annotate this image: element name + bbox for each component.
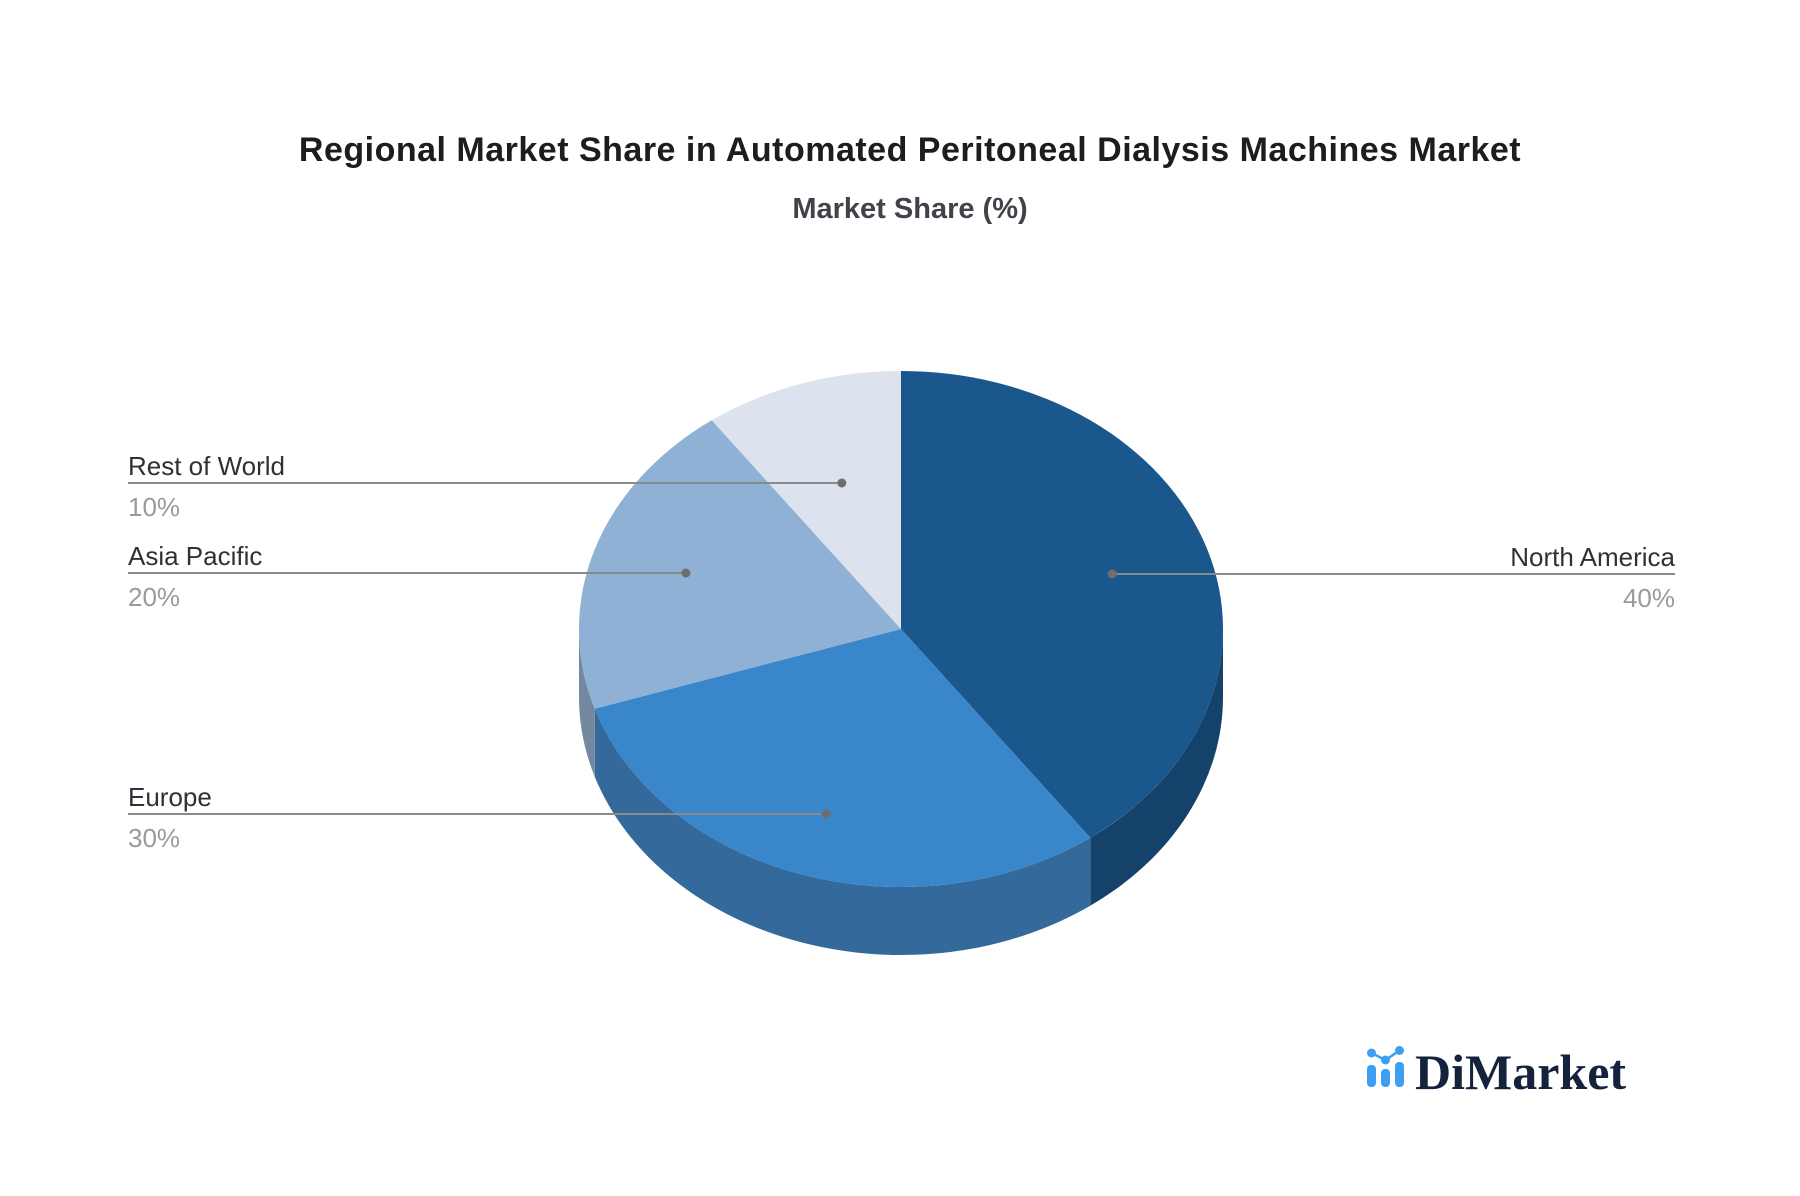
leader-dot-north-america <box>1107 569 1117 579</box>
slice-label-europe: Europe <box>128 782 212 812</box>
leader-dot-rest-of-world <box>837 478 847 488</box>
slice-label-north-america: North America <box>1510 542 1675 572</box>
pie-slice-side-north-america <box>1090 629 1223 906</box>
leader-dot-asia-pacific <box>681 568 691 578</box>
pie-slice-asia-pacific[interactable] <box>579 420 901 709</box>
slice-value-europe: 30% <box>128 823 181 853</box>
pie-slice-rest-of-world[interactable] <box>711 371 901 629</box>
chart-title: Regional Market Share in Automated Perit… <box>298 131 1522 169</box>
bar-line-chart-icon <box>1367 1046 1404 1087</box>
slice-value-north-america: 40% <box>1622 583 1675 613</box>
logo-text: DiMarket <box>1415 1044 1627 1100</box>
slice-value-asia-pacific: 20% <box>128 582 181 612</box>
slice-value-rest-of-world: 10% <box>128 492 181 522</box>
chart-subtitle: Market Share (%) <box>792 193 1028 225</box>
leader-dot-europe <box>821 809 831 819</box>
slice-label-rest-of-world: Rest of World <box>128 451 286 481</box>
pie-slice-side-europe <box>594 708 1091 955</box>
pie-slice-side-asia-pacific <box>579 629 595 777</box>
slice-label-asia-pacific: Asia Pacific <box>128 541 263 571</box>
pie-slice-north-america[interactable] <box>901 371 1223 838</box>
pie-slice-europe[interactable] <box>594 629 1091 887</box>
dimarket-logo: DiMarket <box>1364 1044 1664 1104</box>
